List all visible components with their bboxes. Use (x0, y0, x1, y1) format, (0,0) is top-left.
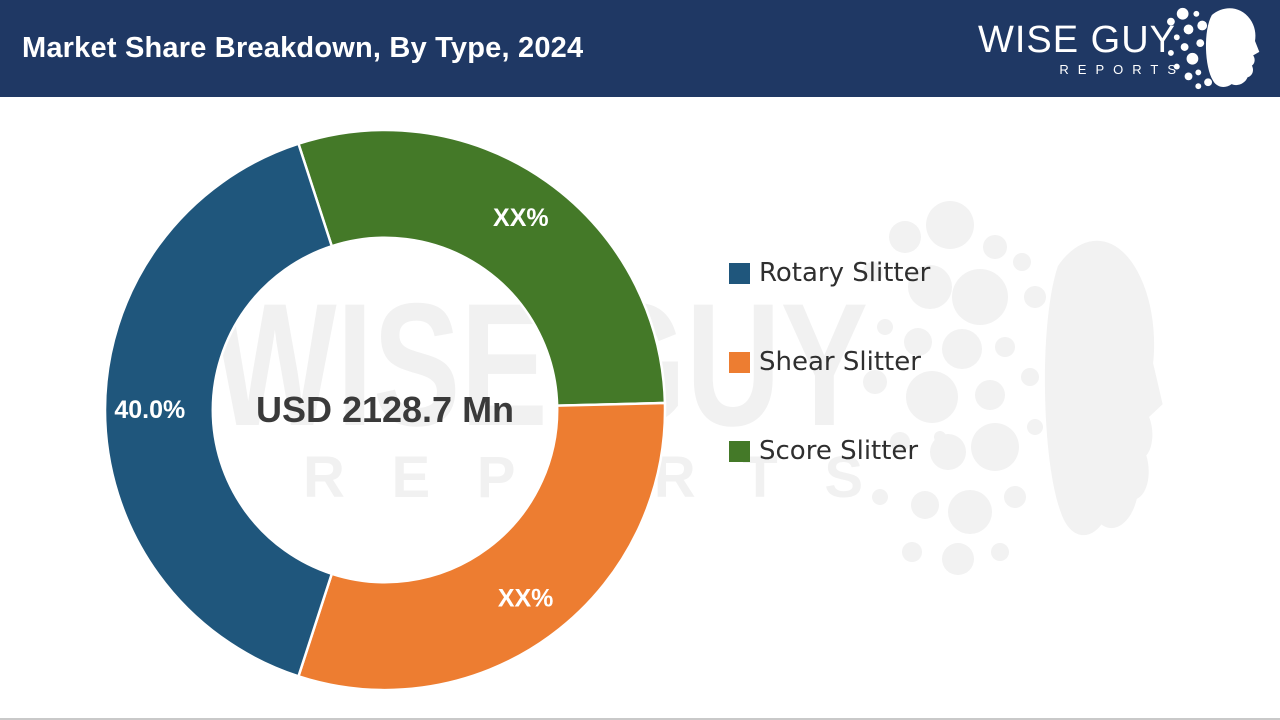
wiseguy-logo: WISE GUY REPORTS (978, 4, 1262, 94)
center-value: USD 2128.7 Mn (255, 389, 515, 430)
header-bar: Market Share Breakdown, By Type, 2024 WI… (0, 0, 1280, 97)
legend-swatch (729, 262, 750, 284)
page-title: Market Share Breakdown, By Type, 2024 (22, 32, 584, 64)
slice-label: XX% (498, 585, 554, 613)
slice-label: 40.0% (114, 396, 185, 424)
donut-segment-rotary-slitter (103, 142, 334, 678)
legend-label: Score Slitter (759, 436, 919, 466)
logo-text: WISE GUY REPORTS (978, 20, 1176, 77)
legend: Rotary Slitter Shear Slitter Score Slitter (729, 257, 930, 524)
bottom-border (0, 718, 1280, 720)
legend-item: Shear Slitter (729, 346, 930, 378)
donut-segment-score-slitter (296, 128, 667, 407)
chart-area: WISE GUY REPORTS XX% XX% 40.0% USD 2128.7 … (0, 97, 1280, 718)
logo-face-icon (1167, 7, 1260, 89)
donut-segment-shear-slitter (296, 401, 667, 692)
legend-label: Shear Slitter (759, 347, 921, 377)
logo-wordmark: WISE GUY (977, 19, 1176, 61)
legend-label: Rotary Slitter (759, 258, 931, 288)
legend-swatch (729, 440, 750, 462)
logo-subtitle: REPORTS (1059, 62, 1185, 77)
slice-label: XX% (493, 204, 549, 232)
chart-watermark: WISE GUY REPORTS (213, 201, 1163, 575)
legend-item: Rotary Slitter (729, 257, 930, 289)
donut-chart: XX% XX% 40.0% (103, 128, 667, 692)
watermark-head-icon (863, 201, 1163, 575)
legend-item: Score Slitter (729, 435, 930, 467)
legend-swatch (729, 351, 750, 373)
